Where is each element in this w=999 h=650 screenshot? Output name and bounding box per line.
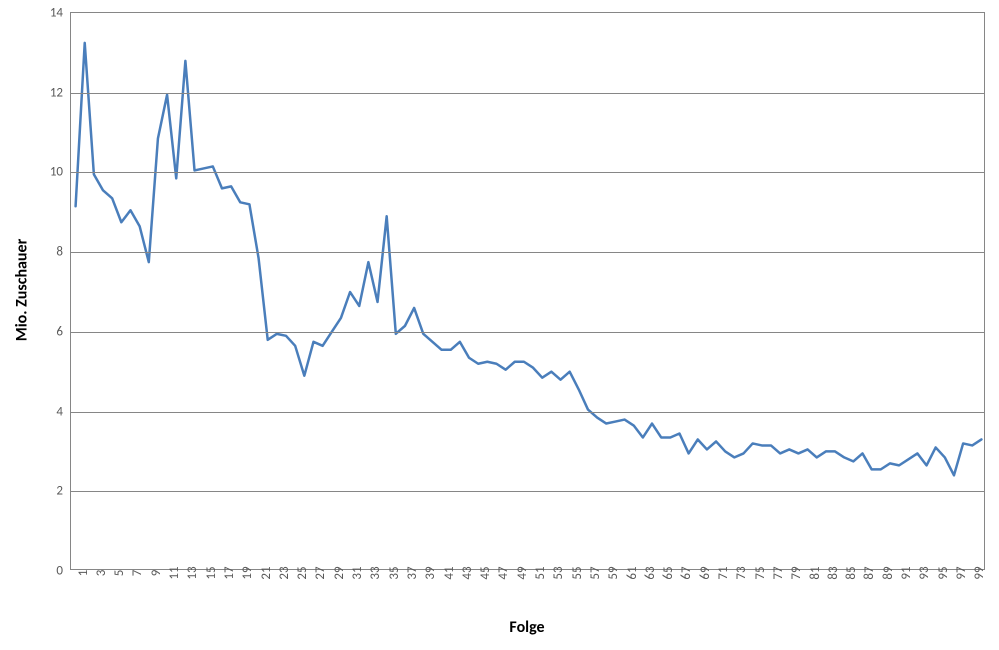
x-tick-label: 39	[423, 566, 438, 579]
x-tick-label: 87	[862, 566, 877, 579]
chart-container: 0246810121413579111315171921232527293133…	[0, 0, 999, 650]
x-tick-label: 33	[368, 566, 383, 579]
x-tick-label: 97	[954, 566, 969, 579]
x-tick-label: 43	[460, 566, 475, 579]
x-tick-label: 23	[277, 566, 292, 579]
x-tick-label: 73	[734, 566, 749, 579]
x-tick-label: 1	[76, 570, 91, 577]
x-tick-label: 57	[588, 566, 603, 579]
y-tick-label: 12	[50, 85, 71, 100]
x-tick-label: 13	[185, 566, 200, 579]
x-tick-label: 25	[295, 566, 310, 579]
gridline	[71, 332, 984, 333]
plot-area: 0246810121413579111315171921232527293133…	[70, 12, 985, 570]
x-axis-title: Folge	[509, 618, 544, 637]
x-tick-label: 75	[753, 566, 768, 579]
y-tick-label: 10	[50, 165, 71, 180]
x-tick-label: 45	[478, 566, 493, 579]
x-tick-label: 79	[789, 566, 804, 579]
x-tick-label: 81	[808, 566, 823, 579]
x-tick-label: 83	[826, 566, 841, 579]
x-tick-label: 99	[972, 566, 987, 579]
line-series	[71, 13, 986, 571]
x-tick-label: 63	[643, 566, 658, 579]
y-axis-title: Mio. Zuschauer	[13, 239, 32, 342]
x-tick-label: 77	[771, 566, 786, 579]
x-tick-label: 3	[94, 570, 109, 577]
gridline	[71, 172, 984, 173]
gridline	[71, 93, 984, 94]
x-tick-label: 95	[936, 566, 951, 579]
x-tick-label: 47	[496, 566, 511, 579]
x-tick-label: 59	[606, 566, 621, 579]
x-tick-label: 11	[167, 566, 182, 579]
y-tick-label: 8	[56, 245, 71, 260]
x-tick-label: 41	[442, 566, 457, 579]
gridline	[71, 491, 984, 492]
x-tick-label: 19	[240, 566, 255, 579]
y-tick-label: 4	[56, 404, 71, 419]
y-tick-label: 14	[50, 6, 71, 21]
x-tick-label: 89	[881, 566, 896, 579]
x-tick-label: 15	[204, 566, 219, 579]
x-tick-label: 71	[716, 566, 731, 579]
gridline	[71, 252, 984, 253]
x-tick-label: 9	[149, 570, 164, 577]
x-tick-label: 37	[405, 566, 420, 579]
x-tick-label: 27	[313, 566, 328, 579]
y-tick-label: 0	[56, 564, 71, 579]
y-tick-label: 2	[56, 484, 71, 499]
x-tick-label: 91	[899, 566, 914, 579]
x-tick-label: 65	[661, 566, 676, 579]
x-tick-label: 69	[698, 566, 713, 579]
x-tick-label: 29	[332, 566, 347, 579]
x-tick-label: 93	[917, 566, 932, 579]
x-tick-label: 5	[112, 570, 127, 577]
x-tick-label: 67	[679, 566, 694, 579]
x-tick-label: 49	[515, 566, 530, 579]
y-tick-label: 6	[56, 324, 71, 339]
x-tick-label: 55	[570, 566, 585, 579]
series-polyline	[76, 43, 982, 475]
x-tick-label: 17	[222, 566, 237, 579]
x-tick-label: 21	[259, 566, 274, 579]
x-tick-label: 31	[350, 566, 365, 579]
x-tick-label: 85	[844, 566, 859, 579]
x-tick-label: 51	[533, 566, 548, 579]
gridline	[71, 412, 984, 413]
x-tick-label: 35	[387, 566, 402, 579]
x-tick-label: 53	[551, 566, 566, 579]
x-tick-label: 7	[130, 570, 145, 577]
x-tick-label: 61	[625, 566, 640, 579]
